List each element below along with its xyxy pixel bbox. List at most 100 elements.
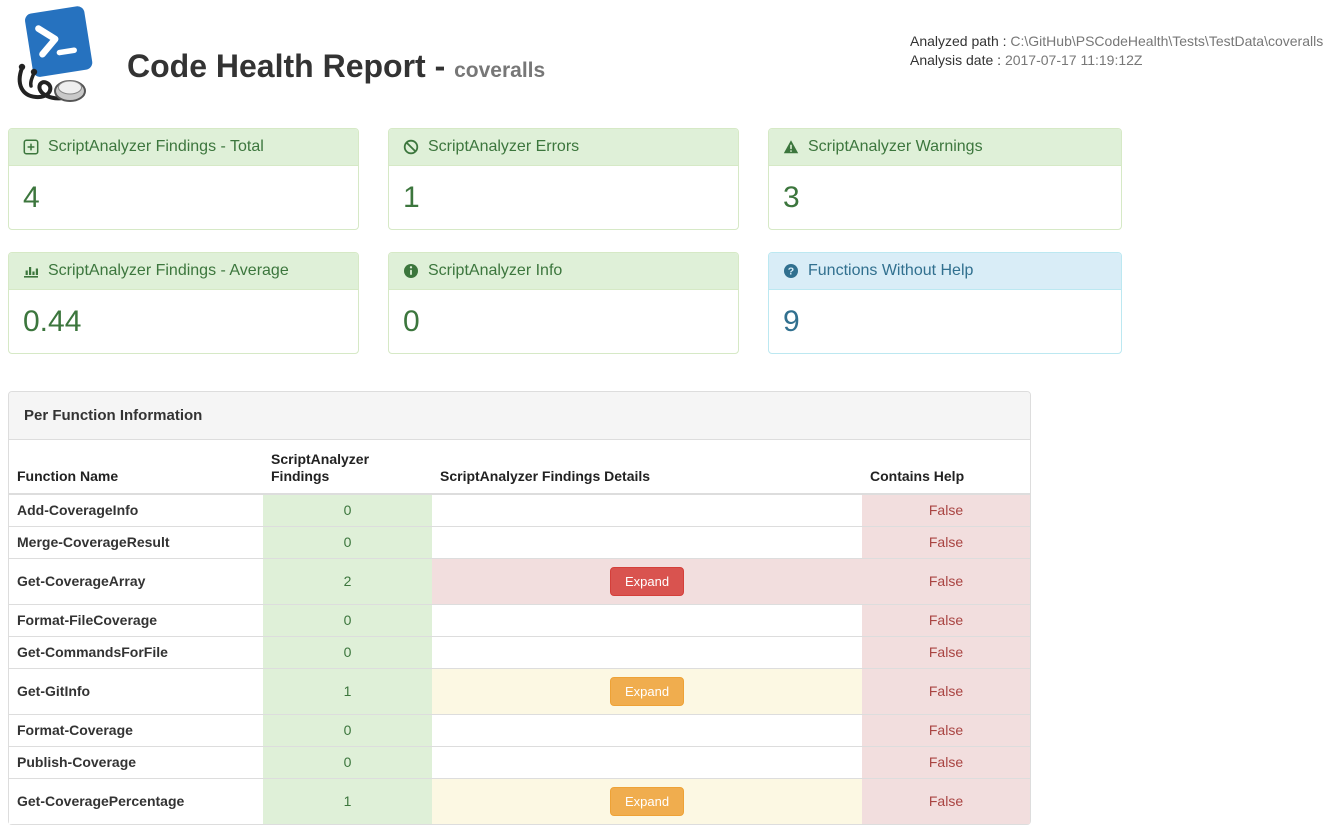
table-row: Get-CommandsForFile 0 False xyxy=(9,636,1030,669)
findings-count-cell: 1 xyxy=(263,668,432,715)
column-header-findings-details: ScriptAnalyzer Findings Details xyxy=(432,440,862,495)
card-heading: ? Functions Without Help xyxy=(769,253,1121,290)
per-function-panel: Per Function Information Function Name S… xyxy=(8,391,1031,825)
card-scriptanalyzer-findings-average: ScriptAnalyzer Findings - Average 0.44 xyxy=(8,252,359,354)
per-function-panel-title: Per Function Information xyxy=(9,392,1030,440)
expand-button[interactable]: Expand xyxy=(609,677,685,706)
table-row: Format-Coverage 0 False xyxy=(9,714,1030,747)
card-label: ScriptAnalyzer Findings - Average xyxy=(48,262,289,279)
card-scriptanalyzer-warnings: ScriptAnalyzer Warnings 3 xyxy=(768,128,1122,230)
contains-help-cell: False xyxy=(862,636,1030,669)
analysis-date-value: 2017-07-17 11:19:12Z xyxy=(1004,52,1143,68)
card-value: 9 xyxy=(783,304,800,338)
info-circle-icon xyxy=(403,263,419,279)
table-row: Format-FileCoverage 0 False xyxy=(9,604,1030,637)
card-functions-without-help: ? Functions Without Help 9 xyxy=(768,252,1122,354)
analyzed-path-value: C:\GitHub\PSCodeHealth\Tests\TestData\co… xyxy=(1010,33,1324,49)
card-label: ScriptAnalyzer Findings - Total xyxy=(48,138,264,155)
function-name-cell: Add-CoverageInfo xyxy=(9,493,263,527)
card-value: 4 xyxy=(23,180,40,214)
column-header-function-name: Function Name xyxy=(9,440,263,495)
card-heading: ScriptAnalyzer Info xyxy=(389,253,738,290)
analysis-date-label: Analysis date : xyxy=(910,52,1002,68)
findings-details-cell xyxy=(432,493,862,527)
function-table-body: Add-CoverageInfo 0 False Merge-CoverageR… xyxy=(9,493,1030,824)
findings-details-cell xyxy=(432,636,862,669)
card-value: 3 xyxy=(783,180,800,214)
card-value: 0.44 xyxy=(23,304,82,338)
findings-details-cell xyxy=(432,526,862,559)
findings-details-cell: Expand xyxy=(432,778,862,824)
summary-cards: ScriptAnalyzer Findings - Total 4 Script… xyxy=(8,128,1122,354)
table-row: Get-CoverageArray 2 Expand False xyxy=(9,558,1030,605)
findings-count-cell: 1 xyxy=(263,778,432,824)
function-name-cell: Get-GitInfo xyxy=(9,668,263,715)
column-header-contains-help: Contains Help xyxy=(862,440,1030,495)
module-name: coveralls xyxy=(454,59,546,83)
expand-button[interactable]: Expand xyxy=(609,567,685,596)
table-header-row: Function Name ScriptAnalyzer Findings Sc… xyxy=(9,440,1030,495)
column-header-scriptanalyzer-findings: ScriptAnalyzer Findings xyxy=(263,440,432,495)
card-label: Functions Without Help xyxy=(808,262,974,279)
analysis-metadata: Analyzed path : C:\GitHub\PSCodeHealth\T… xyxy=(910,32,1327,70)
card-scriptanalyzer-info: ScriptAnalyzer Info 0 xyxy=(388,252,739,354)
contains-help-cell: False xyxy=(862,526,1030,559)
findings-details-cell: Expand xyxy=(432,558,862,605)
findings-details-cell xyxy=(432,714,862,747)
findings-count-cell: 2 xyxy=(263,558,432,605)
function-name-cell: Get-CoverageArray xyxy=(9,558,263,605)
findings-count-cell: 0 xyxy=(263,526,432,559)
contains-help-cell: False xyxy=(862,668,1030,715)
findings-details-cell xyxy=(432,746,862,779)
contains-help-cell: False xyxy=(862,746,1030,779)
contains-help-cell: False xyxy=(862,604,1030,637)
function-name-cell: Merge-CoverageResult xyxy=(9,526,263,559)
svg-text:?: ? xyxy=(788,265,794,277)
bar-chart-icon xyxy=(23,263,39,279)
card-label: ScriptAnalyzer Warnings xyxy=(808,138,983,155)
findings-details-cell: Expand xyxy=(432,668,862,715)
table-row: Publish-Coverage 0 False xyxy=(9,746,1030,779)
card-scriptanalyzer-findings-total: ScriptAnalyzer Findings - Total 4 xyxy=(8,128,359,230)
expand-button[interactable]: Expand xyxy=(609,787,685,816)
card-value: 0 xyxy=(403,304,420,338)
card-label: ScriptAnalyzer Info xyxy=(428,262,563,279)
analyzed-path-line: Analyzed path : C:\GitHub\PSCodeHealth\T… xyxy=(910,32,1327,51)
function-name-cell: Get-CommandsForFile xyxy=(9,636,263,669)
table-row: Get-GitInfo 1 Expand False xyxy=(9,668,1030,715)
plus-square-icon xyxy=(23,139,39,155)
function-name-cell: Format-Coverage xyxy=(9,714,263,747)
table-row: Add-CoverageInfo 0 False xyxy=(9,493,1030,527)
card-label: ScriptAnalyzer Errors xyxy=(428,138,580,155)
contains-help-cell: False xyxy=(862,714,1030,747)
ban-icon xyxy=(403,139,419,155)
findings-count-cell: 0 xyxy=(263,493,432,527)
findings-details-cell xyxy=(432,604,862,637)
warning-triangle-icon xyxy=(783,139,799,155)
contains-help-cell: False xyxy=(862,558,1030,605)
analysis-date-line: Analysis date : 2017-07-17 11:19:12Z xyxy=(910,51,1327,70)
findings-count-cell: 0 xyxy=(263,746,432,779)
question-circle-icon: ? xyxy=(783,263,799,279)
findings-count-cell: 0 xyxy=(263,714,432,747)
findings-count-cell: 0 xyxy=(263,636,432,669)
card-heading: ScriptAnalyzer Findings - Total xyxy=(9,129,358,166)
table-row: Merge-CoverageResult 0 False xyxy=(9,526,1030,559)
card-heading: ScriptAnalyzer Findings - Average xyxy=(9,253,358,290)
function-name-cell: Publish-Coverage xyxy=(9,746,263,779)
contains-help-cell: False xyxy=(862,778,1030,824)
card-heading: ScriptAnalyzer Errors xyxy=(389,129,738,166)
card-scriptanalyzer-errors: ScriptAnalyzer Errors 1 xyxy=(388,128,739,230)
function-name-cell: Get-CoveragePercentage xyxy=(9,778,263,824)
page-title: Code Health Report - coveralls xyxy=(127,48,545,85)
per-function-table: Function Name ScriptAnalyzer Findings Sc… xyxy=(9,440,1030,824)
card-heading: ScriptAnalyzer Warnings xyxy=(769,129,1121,166)
card-value: 1 xyxy=(403,180,420,214)
function-name-cell: Format-FileCoverage xyxy=(9,604,263,637)
table-row: Get-CoveragePercentage 1 Expand False xyxy=(9,778,1030,824)
findings-count-cell: 0 xyxy=(263,604,432,637)
report-title: Code Health Report - xyxy=(127,48,446,85)
analyzed-path-label: Analyzed path : xyxy=(910,33,1007,49)
contains-help-cell: False xyxy=(862,493,1030,527)
powershell-stethoscope-logo xyxy=(4,4,98,106)
